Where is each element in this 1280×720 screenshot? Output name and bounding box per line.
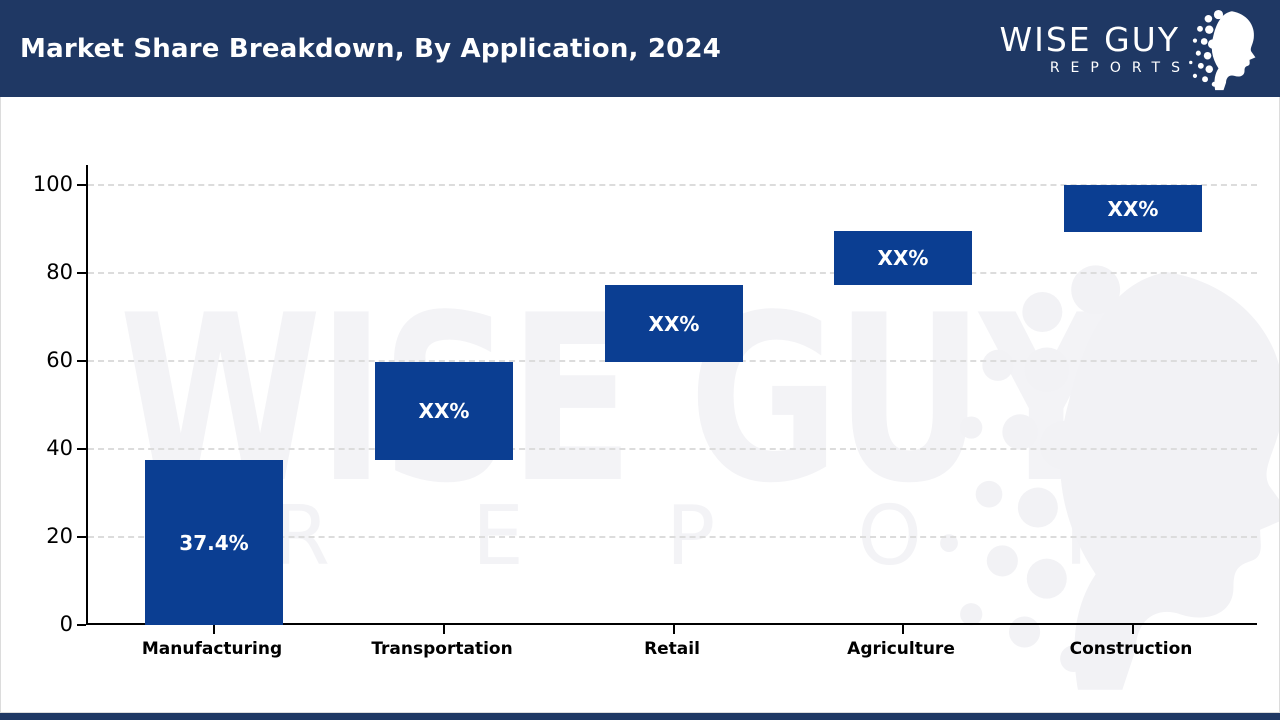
y-tick-mark-0 [77, 624, 86, 626]
bar-transportation: XX% [375, 362, 513, 460]
bar-value-label: XX% [877, 246, 929, 270]
y-tick-mark-20 [77, 535, 86, 538]
y-tick-label-40: 40 [46, 435, 73, 460]
gridline-100 [88, 183, 1257, 186]
gridline-80 [88, 271, 1257, 274]
bar-construction: XX% [1064, 185, 1202, 232]
bar-manufacturing: 37.4% [145, 460, 283, 625]
bar-value-label: XX% [1107, 196, 1159, 221]
y-tick-label-60: 60 [46, 347, 73, 372]
y-tick-mark-100 [77, 183, 86, 186]
x-tick-label-manufacturing: Manufacturing [141, 639, 283, 659]
y-tick-label-20: 20 [46, 523, 73, 548]
bar-value-label: XX% [418, 399, 470, 423]
plot-area: 37.4% XX% XX% XX% XX% [77, 165, 1257, 634]
y-tick-label-80: 80 [46, 259, 73, 284]
gridline-20 [88, 535, 1257, 538]
logo-subtext: REPORTS [1049, 59, 1191, 76]
watermark-head-icon [940, 265, 1279, 690]
gridline-40 [88, 447, 1257, 450]
footer-bar [0, 713, 1280, 720]
x-tick-mark-manufacturing [213, 625, 215, 634]
header-bar: Market Share Breakdown, By Application, … [0, 0, 1280, 97]
y-tick-label-0: 0 [59, 612, 73, 636]
logo-head-icon [1189, 9, 1256, 90]
y-tick-mark-60 [77, 359, 86, 362]
x-tick-label-transportation: Transportation [371, 639, 513, 659]
bar-retail: XX% [605, 285, 743, 362]
y-tick-mark-80 [77, 271, 86, 274]
y-tick-mark-40 [77, 447, 86, 450]
x-tick-mark-retail [673, 625, 675, 634]
x-tick-label-construction: Construction [1069, 639, 1193, 659]
logo-text: WISE GUY REPORTS [999, 23, 1180, 75]
x-tick-label-retail: Retail [644, 639, 700, 659]
bar-agriculture: XX% [834, 231, 972, 285]
bar-value-label: XX% [648, 311, 700, 336]
x-tick-mark-transportation [443, 625, 445, 634]
y-tick-label-100: 100 [32, 171, 73, 196]
page-title: Market Share Breakdown, By Application, … [20, 33, 722, 64]
bar-value-label: 37.4% [179, 530, 249, 555]
chart-canvas: WISE GUY R E P O R T S 37.4%XX%XX%XX%XX%… [0, 97, 1280, 713]
x-tick-mark-agriculture [902, 625, 904, 634]
x-tick-label-agriculture: Agriculture [847, 639, 955, 659]
logo-wordmark: WISE GUY [999, 19, 1180, 59]
wise-guy-logo: WISE GUY REPORTS [999, 7, 1260, 91]
x-tick-mark-construction [1132, 625, 1134, 634]
